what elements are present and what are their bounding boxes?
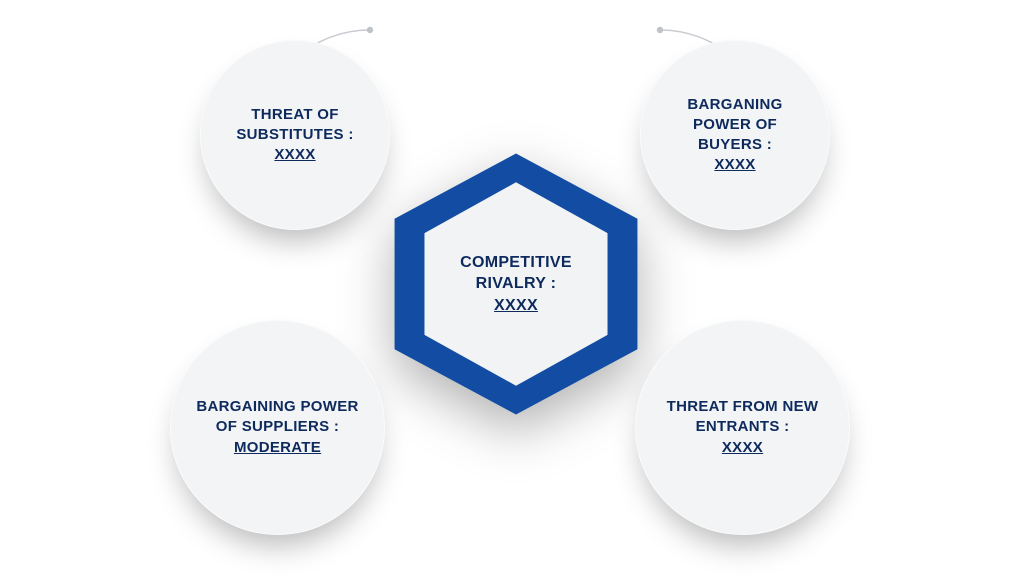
force-bottom-left: BARGAINING POWER OF SUPPLIERS : MODERATE [170,320,385,535]
force-bottom-right: THREAT FROM NEW ENTRANTS : XXXX [635,320,850,535]
force-bl-value: MODERATE [234,439,321,456]
diagram-stage: COMPETITIVE RIVALRY : XXXX THREAT OF SUB… [0,0,1024,576]
force-tl-label: THREAT OF SUBSTITUTES : [236,106,353,143]
center-title: COMPETITIVE RIVALRY : XXXX [434,252,598,317]
force-tr-title: BARGANING POWER OF BUYERS : XXXX [666,95,804,176]
force-br-label: THREAT FROM NEW ENTRANTS : [667,398,819,435]
center-label: COMPETITIVE RIVALRY : XXXX [406,160,626,408]
force-br-title: THREAT FROM NEW ENTRANTS : XXXX [661,397,824,458]
center-label-text: COMPETITIVE RIVALRY : [460,254,572,293]
force-top-left: THREAT OF SUBSTITUTES : XXXX [200,40,390,230]
center-hexagon: COMPETITIVE RIVALRY : XXXX [406,160,626,410]
force-br-value: XXXX [722,439,763,456]
force-top-right: BARGANING POWER OF BUYERS : XXXX [640,40,830,230]
force-tr-label: BARGANING POWER OF BUYERS : [687,96,782,154]
force-tl-value: XXXX [274,146,315,163]
center-value: XXXX [494,297,538,314]
force-bl-label: BARGAINING POWER OF SUPPLIERS : [196,398,358,435]
force-tl-title: THREAT OF SUBSTITUTES : XXXX [226,105,364,166]
force-tr-value: XXXX [714,156,755,173]
force-bl-title: BARGAINING POWER OF SUPPLIERS : MODERATE [196,397,359,458]
